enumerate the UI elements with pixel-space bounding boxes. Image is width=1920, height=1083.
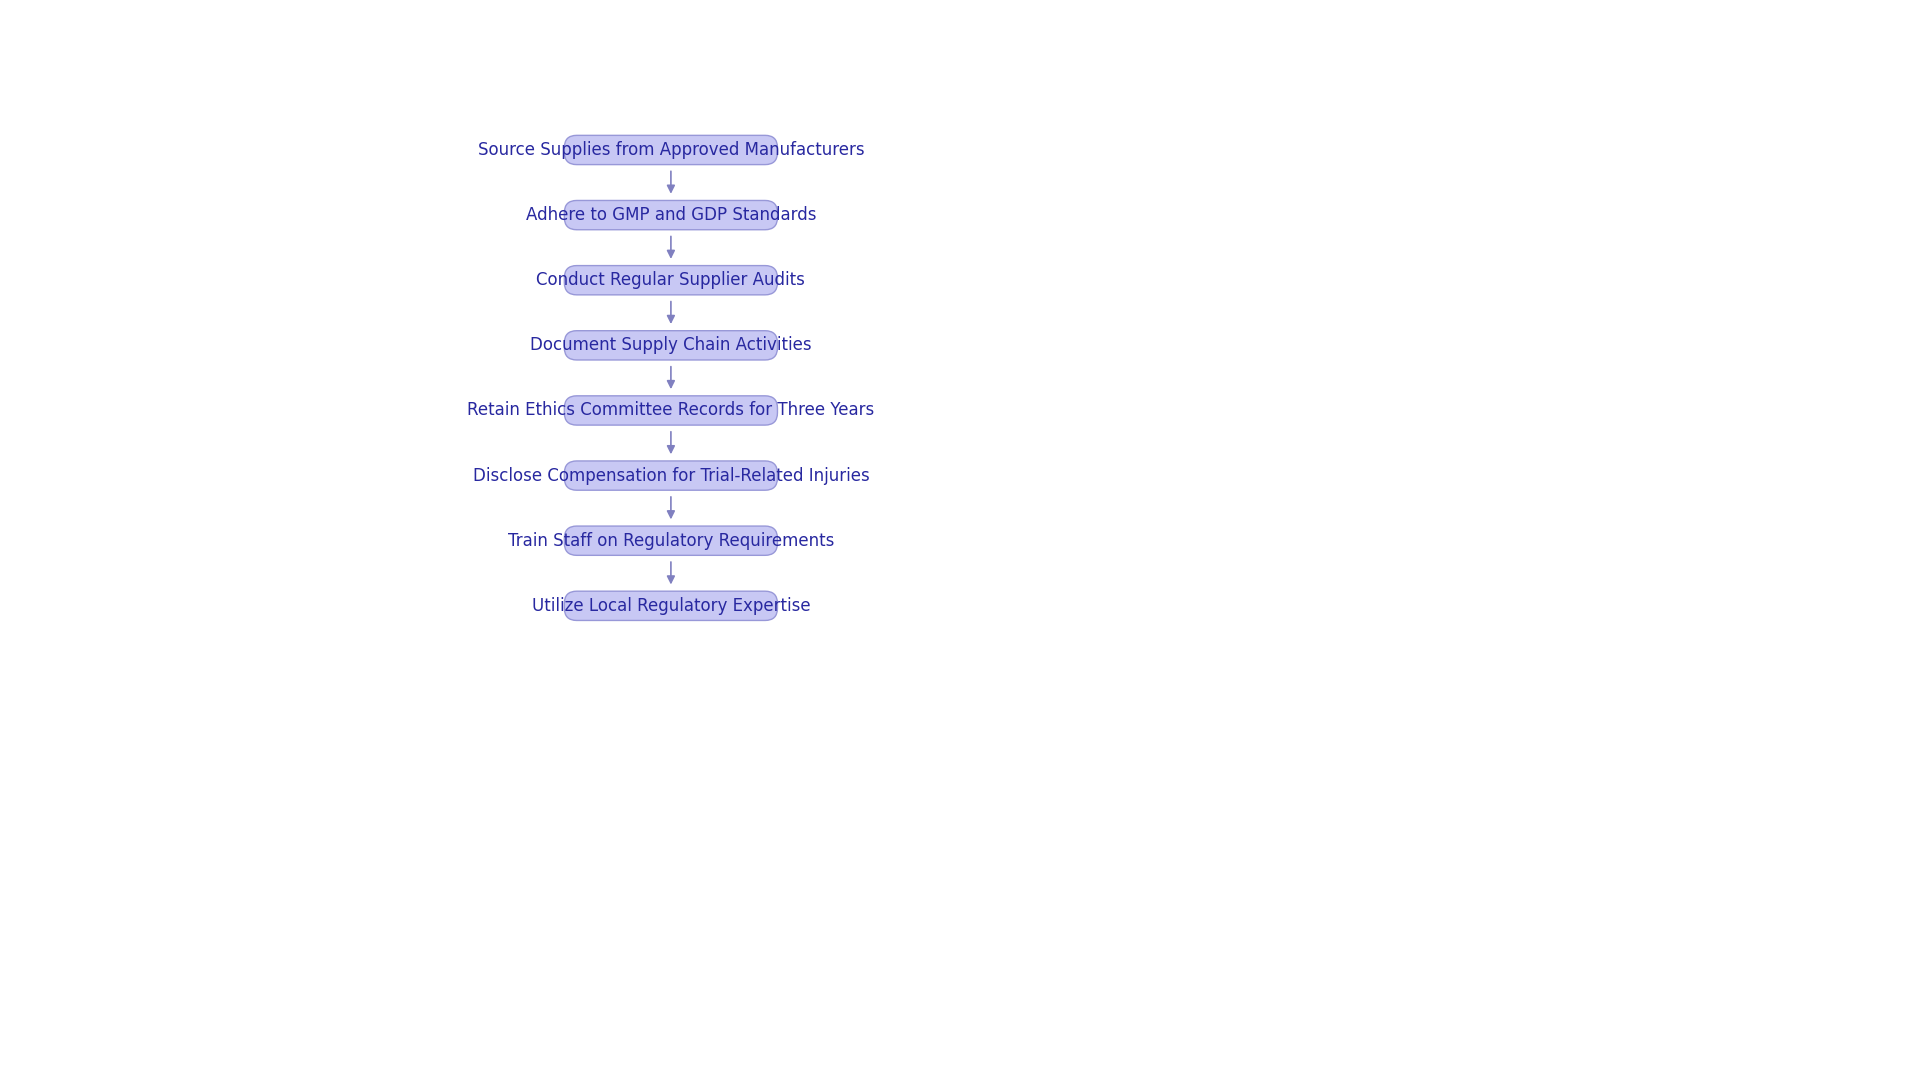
FancyBboxPatch shape [564, 200, 778, 230]
FancyBboxPatch shape [564, 526, 778, 556]
Text: Adhere to GMP and GDP Standards: Adhere to GMP and GDP Standards [526, 206, 816, 224]
Text: Document Supply Chain Activities: Document Supply Chain Activities [530, 337, 812, 354]
FancyBboxPatch shape [564, 395, 778, 426]
FancyBboxPatch shape [564, 265, 778, 295]
Text: Train Staff on Regulatory Requirements: Train Staff on Regulatory Requirements [507, 532, 833, 550]
Text: Retain Ethics Committee Records for Three Years: Retain Ethics Committee Records for Thre… [467, 402, 874, 419]
FancyBboxPatch shape [564, 135, 778, 165]
FancyBboxPatch shape [564, 591, 778, 621]
Text: Source Supplies from Approved Manufacturers: Source Supplies from Approved Manufactur… [478, 141, 864, 159]
FancyBboxPatch shape [564, 461, 778, 491]
Text: Disclose Compensation for Trial-Related Injuries: Disclose Compensation for Trial-Related … [472, 467, 870, 484]
Text: Conduct Regular Supplier Audits: Conduct Regular Supplier Audits [536, 271, 804, 289]
Text: Utilize Local Regulatory Expertise: Utilize Local Regulatory Expertise [532, 597, 810, 615]
FancyBboxPatch shape [564, 330, 778, 360]
